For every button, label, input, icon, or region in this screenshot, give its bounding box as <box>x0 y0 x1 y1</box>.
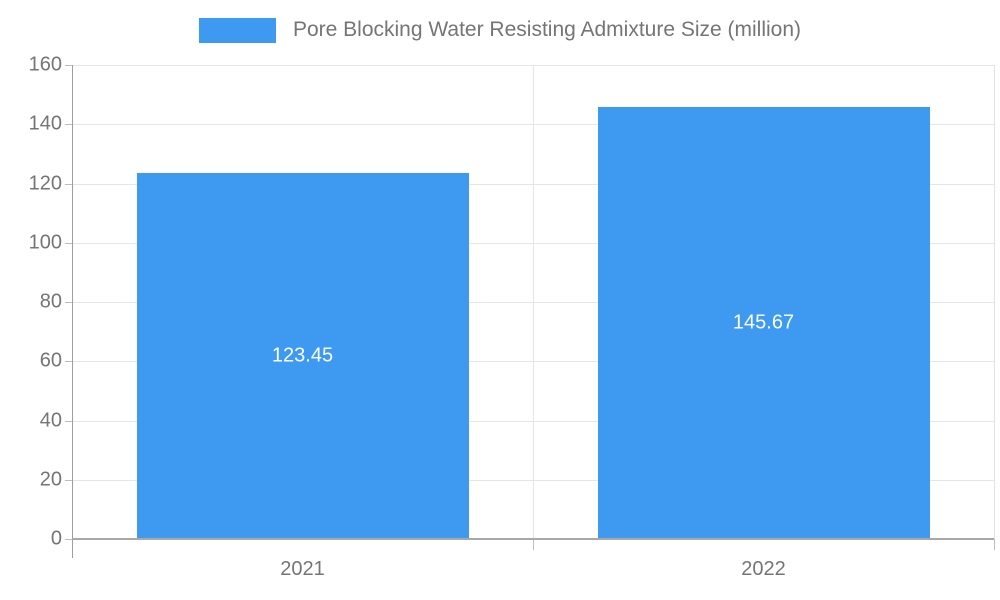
y-axis-tick <box>65 539 72 540</box>
bar-value-label: 145.67 <box>732 311 795 334</box>
y-axis-tick <box>65 361 72 362</box>
y-axis-tick-label: 20 <box>39 468 62 491</box>
legend-swatch-icon <box>198 17 276 43</box>
legend-label: Pore Blocking Water Resisting Admixture … <box>292 18 802 41</box>
y-axis-tick-label: 0 <box>50 527 62 550</box>
plot-right-border <box>994 65 995 539</box>
x-axis-line <box>72 538 994 540</box>
y-axis-tick <box>65 243 72 244</box>
y-axis-tick-label: 160 <box>28 53 62 76</box>
bar[interactable] <box>598 107 930 539</box>
y-axis-tick-label: 140 <box>28 112 62 135</box>
y-axis-tick-label: 60 <box>39 349 62 372</box>
y-axis-tick <box>65 124 72 125</box>
x-axis-tick <box>994 539 995 550</box>
category-separator-gridline <box>533 65 534 539</box>
y-axis-tick <box>65 480 72 481</box>
y-axis-tick-label: 80 <box>39 290 62 313</box>
y-axis-tick <box>65 302 72 303</box>
x-axis-label: 2022 <box>741 558 786 580</box>
y-axis-line <box>72 65 73 558</box>
y-axis-tick <box>65 421 72 422</box>
x-axis-label: 2021 <box>280 558 325 580</box>
y-axis-tick <box>65 184 72 185</box>
bar-value-label: 123.45 <box>271 344 334 367</box>
chart-legend[interactable]: Pore Blocking Water Resisting Admixture … <box>0 16 1000 44</box>
y-axis-tick-label: 100 <box>28 231 62 254</box>
y-axis-tick-label: 40 <box>39 409 62 431</box>
y-axis-tick <box>65 65 72 66</box>
y-axis-tick-label: 120 <box>28 172 62 194</box>
x-axis-tick <box>533 539 534 550</box>
bar[interactable] <box>137 173 469 539</box>
